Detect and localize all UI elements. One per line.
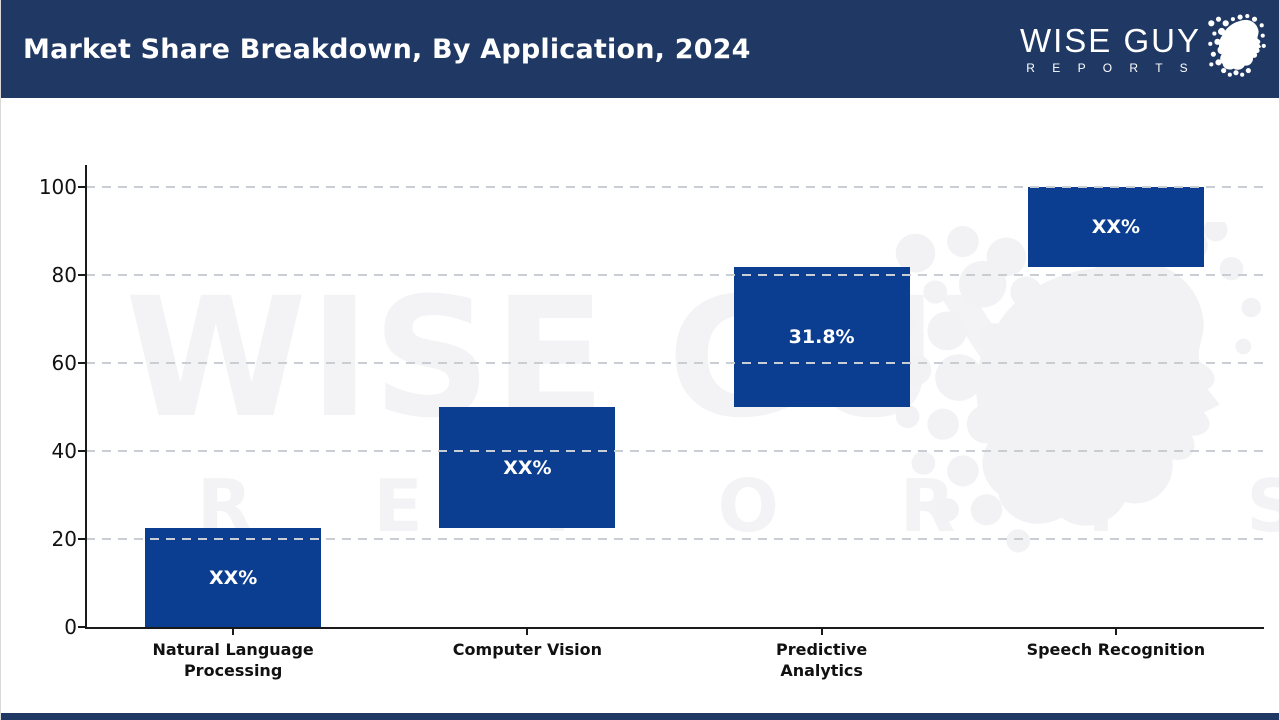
x-axis-line — [85, 627, 1264, 629]
logo-text: WISE GUY R E P O R T S — [1019, 21, 1201, 75]
bar-value-label: XX% — [503, 456, 552, 479]
footer-band — [1, 713, 1279, 720]
y-tick-mark — [78, 274, 86, 276]
y-tick-mark — [78, 362, 86, 364]
x-tick-mark — [232, 629, 235, 635]
bar-value-label: XX% — [1091, 216, 1141, 239]
bar-segment — [1027, 187, 1204, 268]
bar-value-label: XX% — [208, 566, 258, 589]
x-category-label: Computer Vision — [397, 639, 657, 660]
x-category-label-line: Speech Recognition — [1026, 640, 1206, 659]
y-tick-mark — [78, 186, 86, 188]
logo-wordmark: WISE GUY — [1019, 21, 1201, 59]
gridline-40 — [86, 450, 1263, 452]
bar-value-label: 31.8% — [788, 326, 855, 349]
y-tick-label: 20 — [51, 527, 77, 551]
y-axis-line — [85, 165, 87, 629]
logo-subtitle: R E P O R T S — [1026, 60, 1195, 75]
x-category-label-line: Predictive — [775, 640, 868, 659]
y-tick-mark — [78, 538, 86, 540]
y-tick-label: 40 — [51, 439, 77, 463]
gridline-100 — [86, 186, 1263, 188]
x-category-label: Predictive Analytics — [692, 639, 952, 681]
gridline-80 — [86, 274, 1263, 276]
x-category-label-line: Analytics — [780, 661, 863, 680]
wise-guy-logo: WISE GUY R E P O R T S — [1020, 13, 1267, 85]
page-title: Market Share Breakdown, By Application, … — [23, 33, 751, 65]
y-tick-label: 60 — [51, 351, 77, 375]
bar-segment — [733, 267, 910, 407]
watermark-head-profile-dots-icon — [891, 222, 1262, 553]
x-category-label-line: Computer Vision — [452, 640, 602, 659]
x-category-label: Natural Language Processing — [103, 639, 363, 681]
header-band: Market Share Breakdown, By Application, … — [1, 0, 1279, 98]
gridline-20 — [86, 538, 1263, 540]
y-tick-mark — [78, 626, 86, 628]
head-profile-dots-icon — [1208, 14, 1266, 77]
x-tick-mark — [1114, 629, 1117, 635]
x-category-label-line: Processing — [183, 661, 283, 680]
x-category-label: Speech Recognition — [986, 639, 1246, 660]
bar-segment — [145, 528, 322, 627]
y-tick-label: 0 — [64, 615, 77, 639]
x-tick-mark — [820, 629, 823, 635]
y-tick-mark — [78, 450, 86, 452]
y-tick-label: 80 — [51, 263, 77, 287]
gridline-60 — [86, 362, 1263, 364]
bar-segment — [439, 407, 616, 528]
x-category-label-line: Natural Language — [152, 640, 314, 659]
x-tick-mark — [526, 629, 529, 635]
y-tick-label: 100 — [38, 175, 77, 199]
